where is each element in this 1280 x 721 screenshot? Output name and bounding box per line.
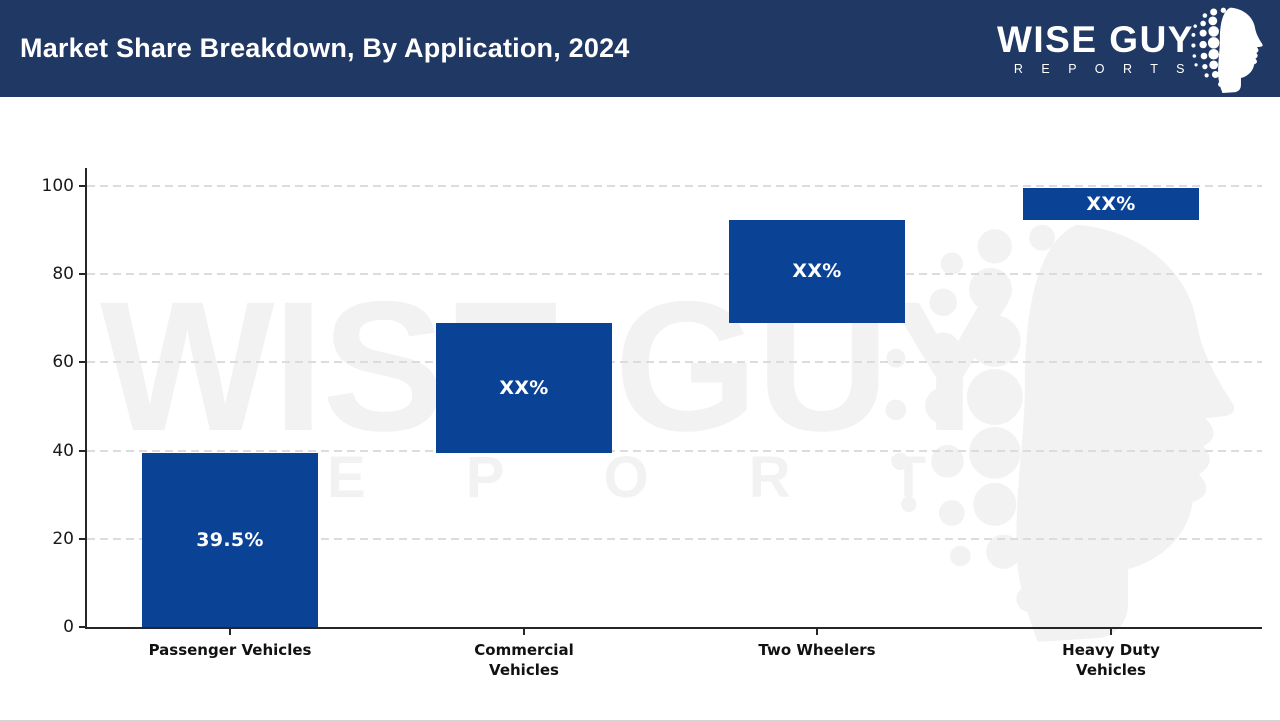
bar-two-wheelers bbox=[729, 219, 905, 323]
y-tick-mark-60 bbox=[79, 361, 87, 364]
bar-heavy-duty-vehicles bbox=[1023, 188, 1199, 220]
page-title: Market Share Breakdown, By Application, … bbox=[20, 33, 630, 63]
gridline-100 bbox=[87, 185, 1262, 187]
gridline-40 bbox=[87, 449, 1262, 452]
bar-passenger-vehicles bbox=[142, 452, 318, 627]
bar-value-label-commercial-vehicles: XX% bbox=[499, 376, 549, 399]
logo-wordmark: WISE GUY bbox=[996, 19, 1194, 60]
gridline-20 bbox=[87, 537, 1262, 540]
header: Market Share Breakdown, By Application, … bbox=[0, 0, 1280, 97]
x-category-label-heavy-duty-vehicles: Heavy Duty Vehicles bbox=[991, 640, 1231, 680]
x-category-label-line: Vehicles bbox=[1076, 661, 1146, 679]
x-tick-mark-passenger-vehicles bbox=[229, 627, 231, 635]
y-tick-label-80: 80 bbox=[52, 264, 74, 285]
y-tick-label-20: 20 bbox=[52, 528, 74, 549]
y-axis-line bbox=[85, 168, 87, 629]
gridline-80 bbox=[87, 273, 1262, 276]
x-tick-mark-heavy-duty-vehicles bbox=[1110, 627, 1112, 635]
y-tick-label-60: 60 bbox=[52, 352, 74, 373]
x-axis-line bbox=[85, 627, 1262, 629]
x-tick-mark-commercial-vehicles bbox=[523, 627, 525, 635]
y-tick-label-100: 100 bbox=[41, 176, 74, 196]
x-category-label-passenger-vehicles: Passenger Vehicles bbox=[110, 640, 350, 660]
x-category-label-line: Two Wheelers bbox=[758, 641, 876, 659]
gridline-60 bbox=[87, 361, 1262, 364]
x-category-label-commercial-vehicles: Commercial Vehicles bbox=[404, 640, 644, 680]
y-tick-mark-40 bbox=[79, 449, 87, 452]
bar-value-label-two-wheelers: XX% bbox=[792, 260, 842, 283]
bar-value-label-passenger-vehicles: 39.5% bbox=[196, 528, 264, 551]
y-tick-mark-100 bbox=[79, 185, 87, 187]
y-tick-label-0: 0 bbox=[63, 617, 74, 637]
x-category-label-two-wheelers: Two Wheelers bbox=[697, 640, 937, 660]
logo-face-icon bbox=[1191, 7, 1263, 93]
y-tick-mark-20 bbox=[79, 537, 87, 540]
bar-commercial-vehicles bbox=[436, 322, 612, 453]
x-category-label-line: Passenger Vehicles bbox=[148, 641, 312, 659]
y-tick-mark-80 bbox=[79, 273, 87, 276]
y-tick-mark-0 bbox=[79, 626, 87, 628]
x-category-label-line: Commercial bbox=[474, 641, 574, 659]
logo-text: WISE GUY R E P O R T S bbox=[997, 21, 1194, 76]
x-category-label-line: Vehicles bbox=[489, 661, 559, 679]
y-tick-label-40: 40 bbox=[52, 440, 74, 461]
x-tick-mark-two-wheelers bbox=[816, 627, 818, 635]
x-category-label-line: Heavy Duty bbox=[1062, 641, 1160, 659]
logo-subtext: R E P O R T S bbox=[1013, 62, 1192, 76]
wise-guy-reports-logo: WISE GUY R E P O R T S bbox=[997, 5, 1272, 93]
bar-value-label-heavy-duty-vehicles: XX% bbox=[1086, 193, 1136, 216]
